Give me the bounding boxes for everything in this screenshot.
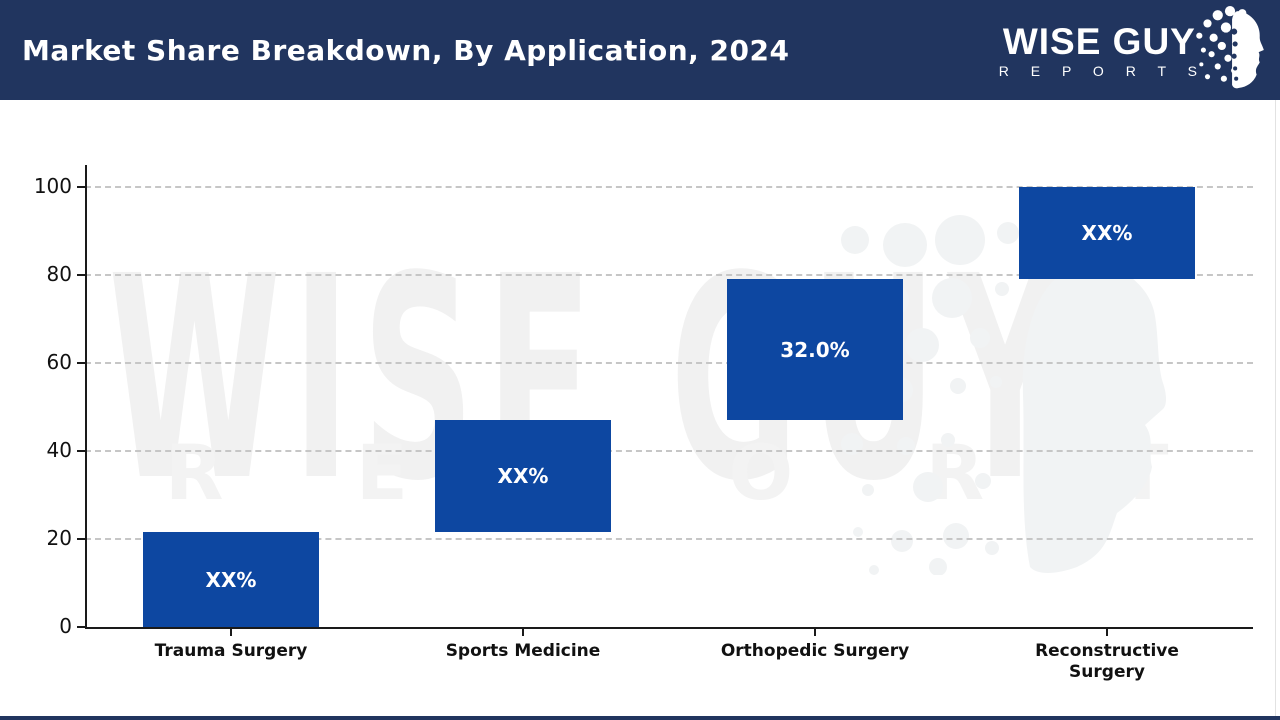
y-tick xyxy=(77,538,85,540)
y-tick xyxy=(77,362,85,364)
y-tick-label: 100 xyxy=(33,174,72,198)
logo-sub-text: R E P O R T S xyxy=(998,62,1206,79)
y-axis xyxy=(85,165,87,629)
y-tick xyxy=(77,450,85,452)
bar-value-label: XX% xyxy=(497,464,549,489)
x-tick xyxy=(1106,627,1108,636)
bar-value-label: XX% xyxy=(1081,221,1133,246)
gridline xyxy=(85,362,1253,364)
bar-trauma-surgery xyxy=(143,532,319,627)
x-tick xyxy=(522,627,524,636)
plot-right-border xyxy=(1275,100,1276,716)
x-tick-label: Reconstructive Surgery xyxy=(1035,641,1179,683)
y-tick-label: 40 xyxy=(46,438,72,462)
bar-reconstructive-surgery xyxy=(1019,187,1195,280)
gridline xyxy=(85,538,1253,540)
wise-guy-logo: WISE GUY R E P O R T S xyxy=(993,5,1266,95)
y-tick xyxy=(77,274,85,276)
bar-value-label: XX% xyxy=(205,567,257,592)
x-tick xyxy=(230,627,232,636)
y-tick-label: 80 xyxy=(46,262,72,286)
chart-title: Market Share Breakdown, By Application, … xyxy=(22,33,790,67)
logo-brand-text: WISE GUY xyxy=(1002,20,1196,62)
x-axis xyxy=(85,627,1253,629)
header-band: Market Share Breakdown, By Application, … xyxy=(0,0,1280,100)
gridline xyxy=(85,274,1253,276)
footer-band xyxy=(0,716,1280,720)
y-tick xyxy=(77,626,85,628)
y-tick xyxy=(77,186,85,188)
y-tick-label: 20 xyxy=(46,526,72,550)
bar-sports-medicine xyxy=(435,420,611,533)
bar-value-label: 32.0% xyxy=(780,337,850,362)
logo-text: WISE GUY R E P O R T S xyxy=(993,23,1206,78)
gridline xyxy=(85,450,1253,452)
y-tick-label: 0 xyxy=(59,614,72,638)
bar-orthopedic-surgery xyxy=(727,279,903,421)
x-tick-label: Sports Medicine xyxy=(445,641,601,661)
x-tick-label: Orthopedic Surgery xyxy=(720,641,910,661)
x-tick xyxy=(814,627,816,636)
y-tick-label: 60 xyxy=(46,350,72,374)
head-profile-logo-icon xyxy=(1192,5,1266,95)
x-tick-label: Trauma Surgery xyxy=(154,641,308,661)
gridline xyxy=(85,186,1253,188)
